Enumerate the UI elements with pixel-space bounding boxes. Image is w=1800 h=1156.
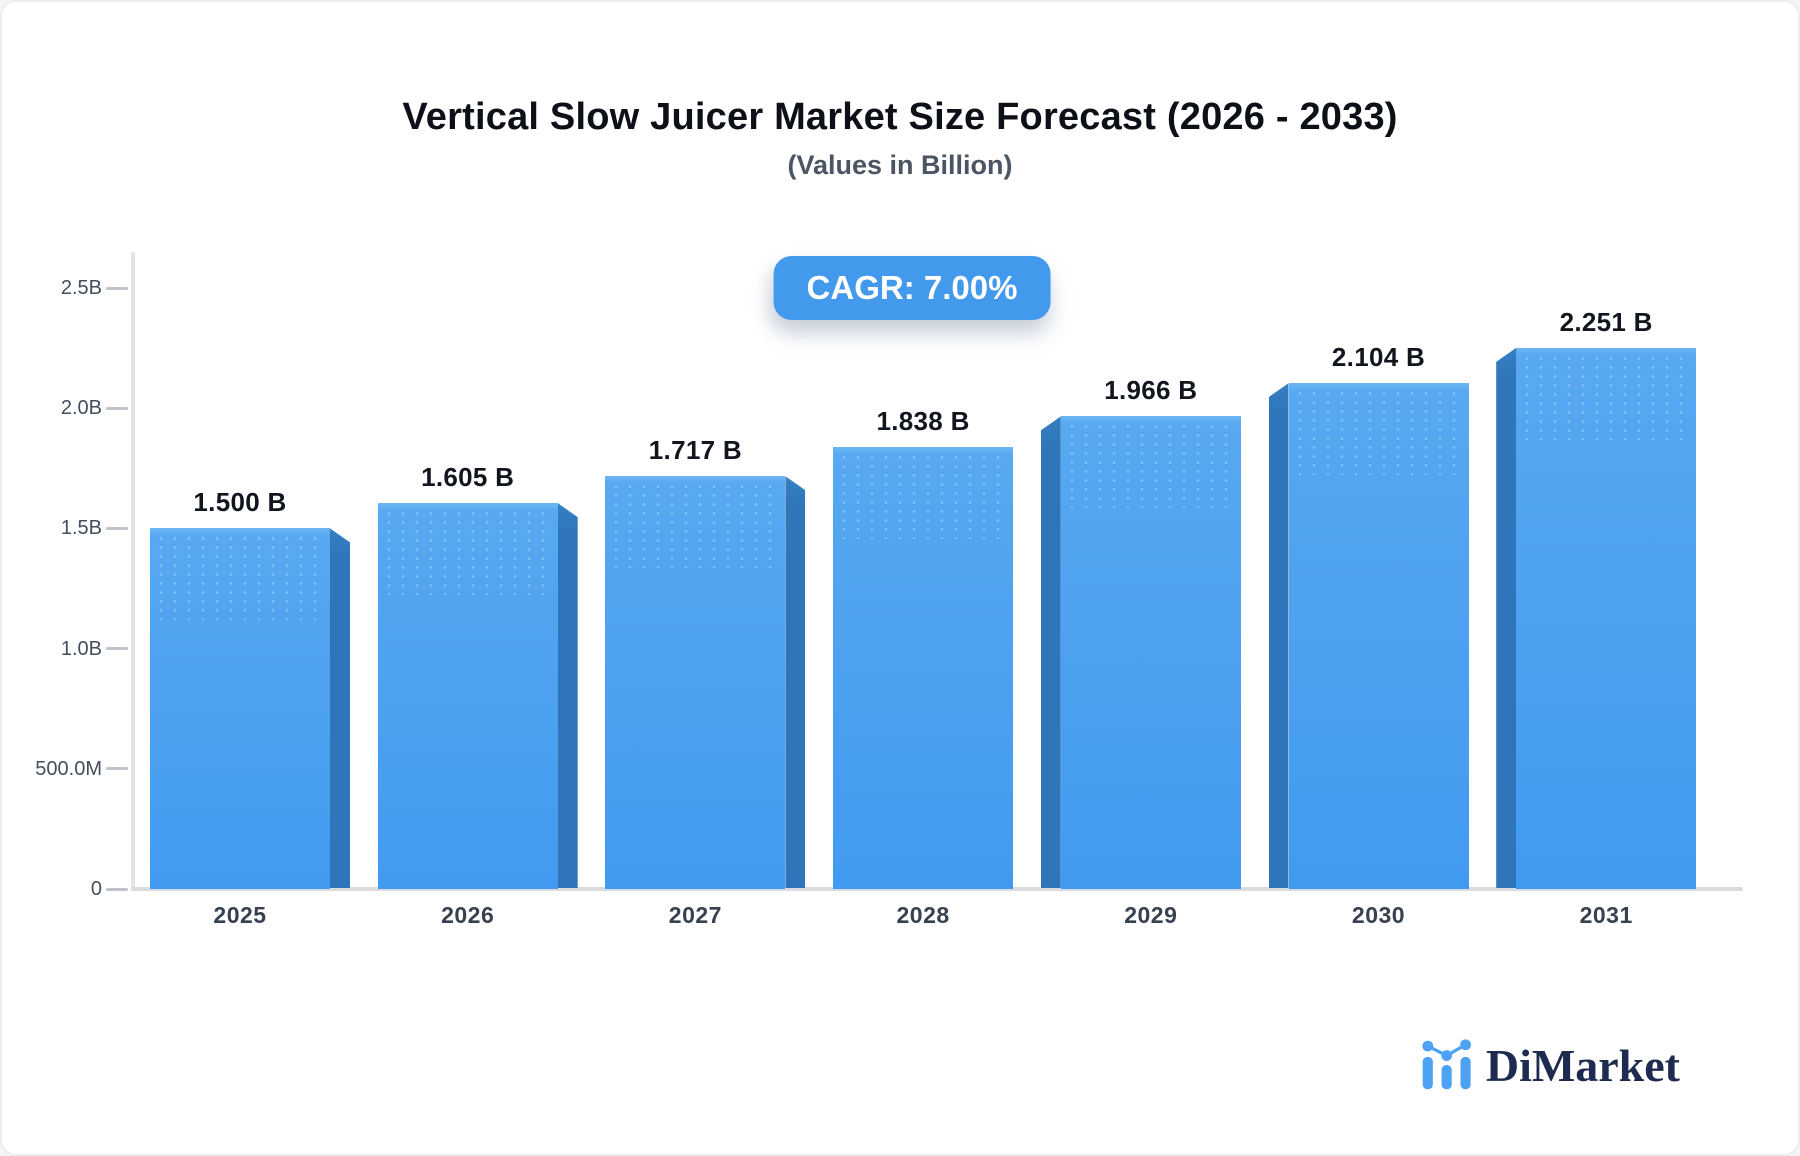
bar-value-label-2028: 1.838 B [876,406,970,437]
bar-side-face-2031 [1496,347,1517,888]
bar-side-face-2030 [1268,383,1289,888]
y-tick-mark [106,767,128,771]
mini-bar-chart-trend-icon [1422,1039,1471,1090]
bar-value-label-2026: 1.605 B [421,462,515,493]
x-tick-label-2028: 2028 [896,902,950,928]
x-tick-label-2025: 2025 [213,902,267,928]
bar-value-label-2027: 1.717 B [648,435,742,466]
bar-texture [1520,353,1693,440]
chart-title: Vertical Slow Juicer Market Size Forecas… [402,96,1398,138]
bar-value-label-2031: 2.251 B [1559,306,1653,337]
bar-side-face-2029 [1040,416,1061,888]
bar-2026[interactable] [377,503,558,889]
x-tick-label-2030: 2030 [1351,902,1406,928]
bar-side-face-2027 [785,476,806,888]
y-tick-label-1.5B: 1.5B [60,517,102,540]
y-tick-mark [106,647,128,651]
bar-side-face-2025 [330,528,350,888]
bar-2031[interactable] [1516,347,1697,889]
bar-2028[interactable] [833,447,1014,889]
y-tick-label-2.0B: 2.0B [60,397,102,420]
bar-2030[interactable] [1288,383,1469,889]
x-tick-label-2027: 2027 [668,902,722,928]
y-tick-mark [106,887,128,891]
bar-2025[interactable] [150,528,330,889]
y-tick-label-0: 0 [90,878,102,900]
y-tick-mark [106,286,128,290]
y-tick-label-2.5B: 2.5B [60,277,102,299]
cagr-badge: CAGR: 7.00% [773,256,1051,320]
bar-texture [381,509,554,596]
x-tick-label-2031: 2031 [1579,902,1633,928]
x-tick-label-2026: 2026 [441,902,495,928]
bar-value-label-2029: 1.966 B [1104,375,1198,406]
bar-texture [837,453,1010,540]
bar-texture [154,534,326,621]
y-tick-label-500.0M: 500.0M [35,757,102,780]
y-tick-mark [106,526,128,530]
bar-value-label-2025: 1.500 B [193,487,287,518]
brand-logo: DiMarket [1420,1038,1680,1092]
bar-texture [1292,389,1465,476]
chart-subtitle: (Values in Billion) [787,150,1013,180]
x-axis-line [131,887,1743,891]
bar-side-face-2026 [557,503,578,888]
brand-name: DiMarket [1485,1039,1680,1091]
bar-texture [1064,422,1237,509]
bar-2027[interactable] [605,476,786,889]
y-tick-label-1.0B: 1.0B [60,637,102,660]
x-tick-label-2029: 2029 [1124,902,1178,928]
bar-value-label-2030: 2.104 B [1331,342,1426,373]
y-tick-mark [106,406,128,410]
bar-texture [609,482,782,569]
y-axis-line [131,252,135,891]
bar-2029[interactable] [1060,416,1241,889]
